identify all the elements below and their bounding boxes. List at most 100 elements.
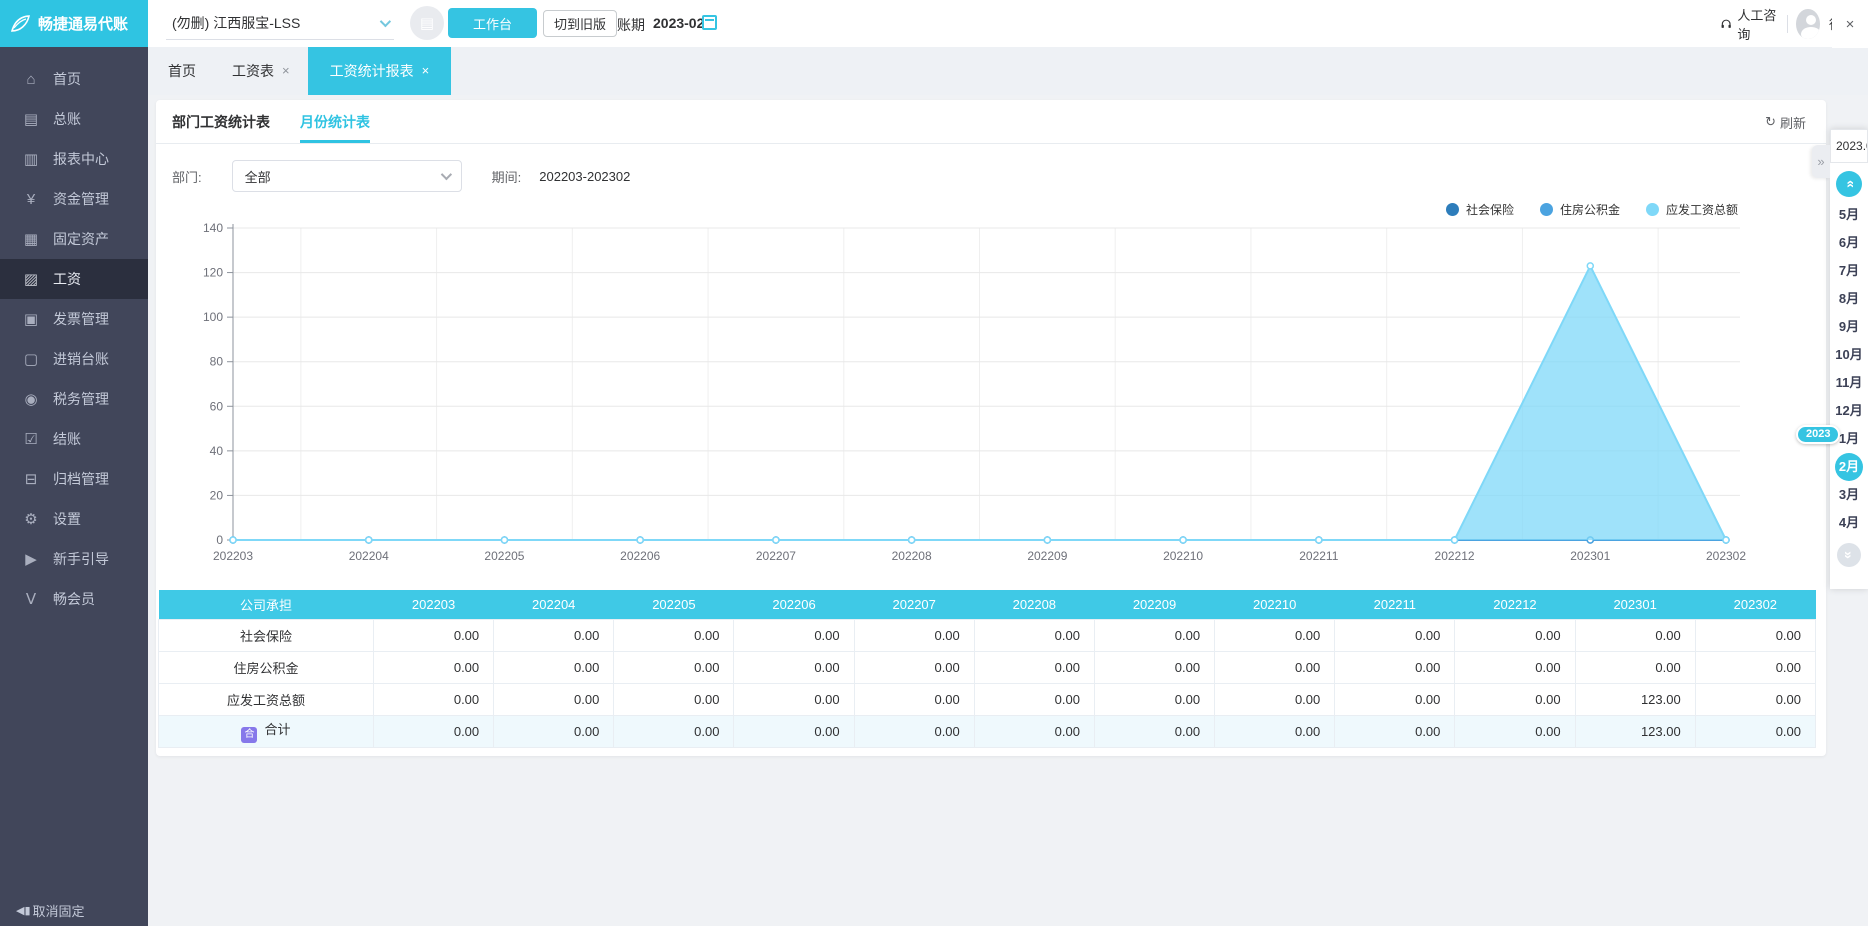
month-item-9月[interactable]: 9月 [1838, 319, 1860, 334]
svg-text:202210: 202210 [1163, 549, 1203, 563]
sidebar-item-label: 进销台账 [53, 351, 109, 367]
cell-202206: 0.00 [733, 618, 855, 652]
legend-label: 社会保险 [1465, 203, 1514, 217]
salary-statistics-chart: 0 20 40 60 80 100 120 140 202203 202204 202205 2022… [203, 221, 1746, 563]
cell-202205: 0.00 [613, 714, 735, 748]
support-button[interactable]: 人工咨询 [1720, 5, 1778, 43]
dept-label: 部门: [172, 169, 202, 185]
cell-202204: 0.00 [493, 682, 615, 716]
month-item-11月[interactable]: 11月 [1835, 375, 1863, 390]
sidebar-item-资金管理[interactable]: ¥ 资金管理 [0, 179, 148, 219]
cell-202203: 0.00 [372, 714, 495, 748]
month-item-12月[interactable]: 12月 [1835, 403, 1863, 418]
legend-item-住房公积金[interactable]: 住房公积金 [1539, 201, 1620, 218]
table-col-202210: 202210 [1214, 590, 1335, 619]
close-tab-icon[interactable]: × [421, 63, 430, 78]
month-item-2月[interactable]: 2月 [1835, 453, 1863, 481]
cell-202301: 0.00 [1574, 618, 1696, 652]
sidebar-item-归档管理[interactable]: ⊟ 归档管理 [0, 459, 148, 499]
table-col-202208: 202208 [974, 590, 1095, 619]
month-item-3月[interactable]: 3月 [1838, 487, 1860, 502]
month-item-7月[interactable]: 7月 [1838, 263, 1860, 278]
sidebar-item-工资[interactable]: ▨ 工资 [0, 259, 148, 299]
sidebar-item-结账[interactable]: ☑ 结账 [0, 419, 148, 459]
tab-首页[interactable]: 首页 [150, 47, 214, 95]
app-logo: 畅捷通易代账 [0, 0, 148, 47]
archive-icon: ⊟ [24, 471, 38, 488]
sidebar-item-设置[interactable]: ⚙ 设置 [0, 499, 148, 539]
month-item-6月[interactable]: 6月 [1838, 235, 1860, 250]
workbench-button[interactable]: 工作台 [448, 8, 537, 38]
sidebar-item-发票管理[interactable]: ▣ 发票管理 [0, 299, 148, 339]
sidebar-item-首页[interactable]: ⌂ 首页 [0, 59, 148, 99]
svg-text:202204: 202204 [349, 549, 389, 563]
legend-item-应发工资总额[interactable]: 应发工资总额 [1645, 201, 1738, 218]
dept-select[interactable]: 全部 [231, 160, 462, 192]
legend-dot-icon [1645, 203, 1659, 216]
table-col-202301: 202301 [1575, 590, 1696, 619]
table-col-202206: 202206 [733, 590, 855, 619]
sidebar-item-label: 发票管理 [53, 311, 109, 327]
tab-工资表[interactable]: 工资表 × [214, 47, 308, 95]
fixed-assets-icon: ▦ [23, 231, 39, 248]
range-label: 期间: [491, 169, 522, 185]
table-row-合计: 合合计 0.00 0.00 0.00 0.00 0.00 0.00 0.00 0.00 0.00 0… [158, 714, 1817, 748]
svg-text:202203: 202203 [213, 549, 253, 563]
cell-202204: 0.00 [493, 650, 615, 684]
range-value: 202203-202302 [539, 168, 631, 184]
cell-202207: 0.00 [853, 714, 975, 748]
month-item-1月[interactable]: 1月 [1838, 431, 1860, 446]
month-panel: » 2023.02 » 5月6月7月8月9月10月11月12月1月2月3月4月 … [1796, 129, 1868, 589]
sidebar-item-进销台账[interactable]: ▢ 进销台账 [0, 339, 148, 379]
collapse-panel-handle[interactable]: » [1812, 145, 1830, 178]
settings-icon: ⚙ [24, 511, 38, 528]
avatar[interactable] [1796, 8, 1820, 39]
svg-text:80: 80 [210, 355, 224, 369]
svg-text:202208: 202208 [892, 549, 932, 563]
close-tab-icon[interactable]: × [282, 63, 290, 78]
scroll-months-up-button[interactable]: » [1836, 171, 1862, 197]
svg-text:60: 60 [210, 399, 224, 413]
app-title: 畅捷通易代账 [38, 16, 129, 33]
scroll-months-down-button[interactable]: » [1837, 543, 1861, 567]
report-tab-月份统计表[interactable]: 月份统计表 [300, 100, 370, 143]
topbar: (勿删) 江西服宝-LSS ▤ 工作台 切到旧版 账期 2023-02 人工咨询… [148, 0, 1868, 47]
sidebar-item-新手引导[interactable]: ▶ 新手引导 [0, 539, 148, 579]
period-value[interactable]: 2023-02 [653, 15, 705, 31]
month-item-5月[interactable]: 5月 [1838, 207, 1860, 222]
unpin-icon: ◀▮ [16, 905, 31, 917]
row-label: 社会保险 [239, 628, 292, 644]
cell-202210: 0.00 [1214, 714, 1336, 748]
tab-工资统计报表[interactable]: 工资统计报表 × [307, 47, 452, 95]
svg-text:202209: 202209 [1027, 549, 1067, 563]
refresh-button[interactable]: ↻ 刷新 [1765, 100, 1806, 144]
month-item-8月[interactable]: 8月 [1838, 291, 1860, 306]
company-select[interactable]: (勿删) 江西服宝-LSS [166, 6, 394, 40]
sidebar-item-label: 畅会员 [53, 591, 95, 607]
clipboard-icon[interactable]: ▤ [410, 6, 444, 40]
sidebar-item-税务管理[interactable]: ◉ 税务管理 [0, 379, 148, 419]
svg-text:0: 0 [216, 533, 223, 547]
sidebar-item-总账[interactable]: ▤ 总账 [0, 99, 148, 139]
sidebar-item-固定资产[interactable]: ▦ 固定资产 [0, 219, 148, 259]
table-col-label: 公司承担 [158, 590, 374, 619]
month-item-10月[interactable]: 10月 [1835, 347, 1863, 362]
sidebar-item-报表中心[interactable]: ▥ 报表中心 [0, 139, 148, 179]
report-tab-部门工资统计表[interactable]: 部门工资统计表 [172, 114, 270, 130]
double-chevron-up-icon: » [1840, 180, 1857, 188]
cell-202208: 0.00 [973, 714, 1095, 748]
cell-202203: 0.00 [372, 618, 495, 652]
row-label: 应发工资总额 [226, 692, 305, 708]
cell-202205: 0.00 [613, 650, 735, 684]
cell-202207: 0.00 [853, 650, 975, 684]
refresh-icon: ↻ [1765, 114, 1776, 129]
switch-old-version-button[interactable]: 切到旧版 [543, 10, 618, 37]
unpin-sidebar-button[interactable]: ◀▮ 取消固定 [16, 901, 85, 920]
total-calendar-icon: 合 [241, 727, 258, 743]
close-all-tabs-button[interactable]: × [1832, 0, 1868, 48]
calendar-icon[interactable] [702, 15, 717, 30]
legend-item-社会保险[interactable]: 社会保险 [1445, 201, 1514, 218]
unpin-label: 取消固定 [32, 904, 85, 919]
sidebar-item-畅会员[interactable]: Ⅴ 畅会员 [0, 579, 148, 619]
month-item-4月[interactable]: 4月 [1838, 515, 1860, 530]
